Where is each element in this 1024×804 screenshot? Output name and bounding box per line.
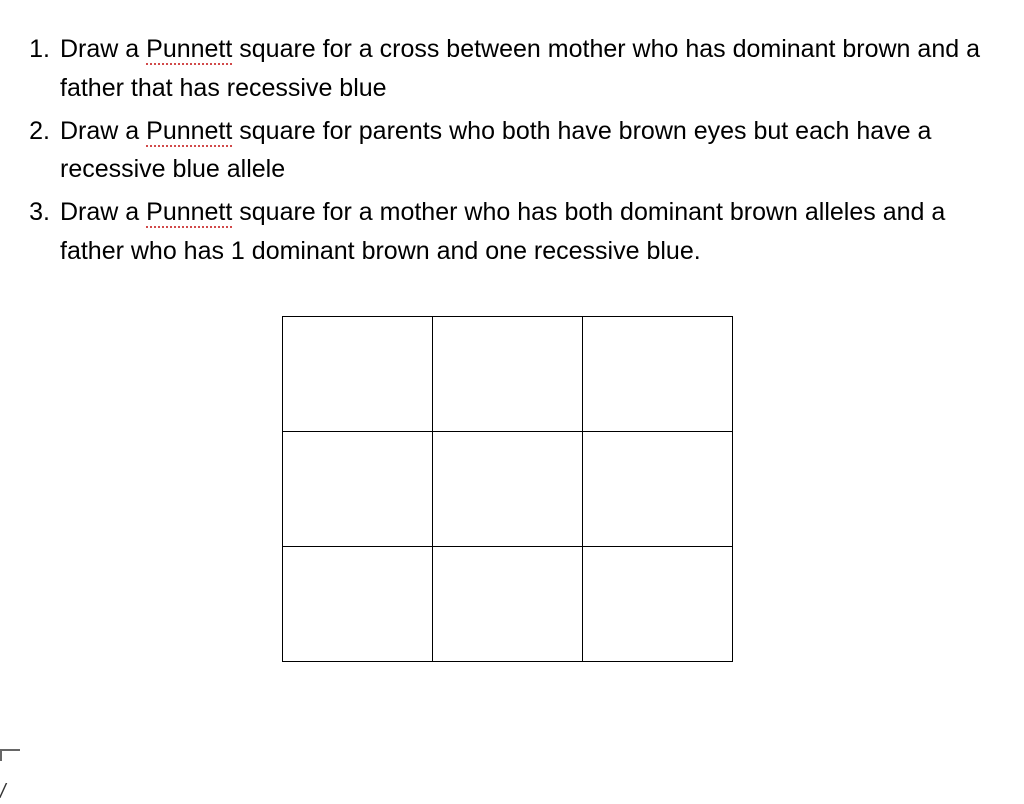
crop-mark-slash: / [0, 781, 6, 804]
punnett-cell [582, 316, 732, 431]
question-text-1: Draw a Punnett square for a cross betwee… [60, 30, 994, 108]
list-number: 2. [20, 112, 60, 190]
punnett-cell [582, 431, 732, 546]
punnett-cell [432, 316, 582, 431]
question-item-3: 3. Draw a Punnett square for a mother wh… [20, 193, 994, 271]
spellcheck-word-punnett: Punnett [146, 198, 232, 228]
spellcheck-word-punnett: Punnett [146, 117, 232, 147]
text-prefix: Draw a [60, 35, 146, 63]
punnett-cell [432, 546, 582, 661]
question-item-2: 2. Draw a Punnett square for parents who… [20, 112, 994, 190]
punnett-square-container [20, 316, 994, 662]
worksheet-content: 1. Draw a Punnett square for a cross bet… [0, 0, 1024, 662]
table-row [282, 546, 732, 661]
list-number: 1. [20, 30, 60, 108]
table-row [282, 316, 732, 431]
question-text-2: Draw a Punnett square for parents who bo… [60, 112, 994, 190]
punnett-cell [282, 316, 432, 431]
list-number: 3. [20, 193, 60, 271]
spellcheck-word-punnett: Punnett [146, 35, 232, 65]
question-item-1: 1. Draw a Punnett square for a cross bet… [20, 30, 994, 108]
crop-mark-icon [0, 749, 20, 769]
punnett-cell [432, 431, 582, 546]
punnett-cell [282, 546, 432, 661]
text-prefix: Draw a [60, 198, 146, 226]
text-prefix: Draw a [60, 117, 146, 145]
question-list: 1. Draw a Punnett square for a cross bet… [20, 30, 994, 271]
punnett-cell [282, 431, 432, 546]
question-text-3: Draw a Punnett square for a mother who h… [60, 193, 994, 271]
punnett-cell [582, 546, 732, 661]
table-row [282, 431, 732, 546]
punnett-square-grid [282, 316, 733, 662]
